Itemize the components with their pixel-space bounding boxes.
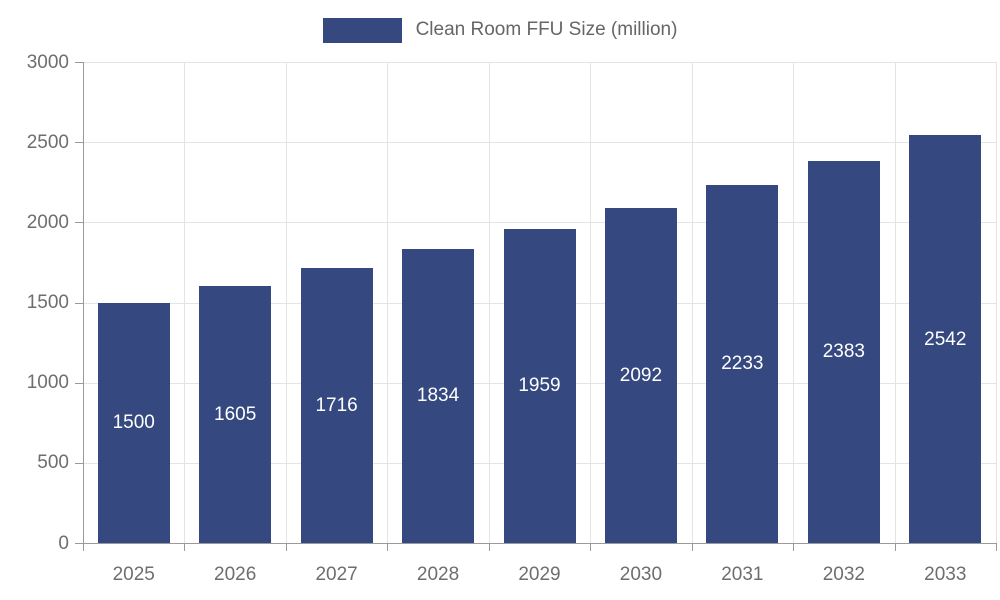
bar[interactable]: 2542	[909, 135, 982, 543]
y-axis-tick	[75, 382, 83, 384]
x-axis-label: 2033	[924, 564, 967, 585]
bar[interactable]: 2383	[807, 160, 880, 543]
y-axis-label: 500	[37, 452, 69, 474]
x-axis-line	[83, 543, 996, 544]
x-axis-tick	[691, 543, 693, 551]
bar[interactable]: 1500	[97, 302, 170, 543]
x-axis-tick	[285, 543, 287, 551]
y-axis-tick	[75, 142, 83, 144]
x-gridline	[387, 62, 389, 543]
y-axis-tick	[75, 62, 83, 63]
y-axis-label: 1500	[26, 292, 69, 313]
y-gridline	[83, 62, 996, 63]
x-axis-tick	[83, 543, 84, 551]
bar-value-label: 1605	[214, 403, 257, 425]
legend-swatch	[322, 17, 402, 43]
bar-value-label: 2092	[619, 364, 663, 386]
x-axis-label: 2032	[822, 564, 865, 585]
x-axis-tick	[590, 543, 592, 551]
y-axis-tick	[75, 222, 83, 224]
x-axis-tick	[184, 543, 186, 551]
y-axis-tick	[75, 302, 83, 304]
x-axis-label: 2026	[214, 564, 257, 585]
x-axis-label: 2028	[416, 564, 460, 585]
bar-value-label: 2233	[721, 353, 764, 375]
x-axis-tick	[387, 543, 389, 551]
y-axis-tick	[75, 543, 83, 544]
x-axis-label: 2029	[518, 564, 561, 585]
bar-value-label: 1834	[416, 385, 460, 407]
x-gridline	[285, 62, 287, 543]
y-axis-label: 2000	[26, 211, 69, 233]
bar[interactable]: 2233	[706, 184, 779, 543]
bar-value-label: 2542	[924, 328, 967, 350]
y-axis-label: 3000	[26, 51, 69, 73]
x-axis-tick	[488, 543, 490, 551]
y-axis-line	[83, 62, 84, 543]
legend-label: Clean Room FFU Size (million)	[415, 19, 678, 40]
x-axis-tick	[793, 543, 795, 551]
x-axis-label: 2027	[315, 564, 358, 585]
x-axis-tick	[894, 543, 896, 551]
x-axis-tick	[996, 543, 997, 551]
x-gridline	[590, 62, 592, 543]
bar[interactable]: 1605	[199, 285, 272, 543]
x-gridline	[894, 62, 896, 543]
x-gridline	[488, 62, 490, 543]
bar-value-label: 2383	[822, 341, 865, 363]
x-gridline	[793, 62, 795, 543]
bar-value-label: 1716	[315, 394, 358, 416]
bar-value-label: 1500	[112, 412, 155, 434]
bar[interactable]: 1834	[402, 248, 475, 543]
y-axis-tick	[75, 462, 83, 464]
bar-value-label: 1959	[518, 375, 561, 397]
x-gridline	[996, 62, 997, 543]
x-axis-label: 2025	[112, 564, 155, 585]
y-gridline	[83, 142, 996, 144]
x-gridline	[691, 62, 693, 543]
x-gridline	[184, 62, 186, 543]
legend[interactable]: Clean Room FFU Size (million)	[0, 14, 1000, 46]
bar[interactable]: 2092	[604, 207, 677, 543]
bar[interactable]: 1959	[503, 228, 576, 543]
y-gridline	[83, 222, 996, 224]
bar[interactable]: 1716	[300, 267, 373, 543]
x-axis-label: 2030	[619, 564, 663, 585]
x-axis-label: 2031	[721, 564, 764, 585]
y-axis-label: 0	[58, 532, 69, 554]
y-axis-label: 2500	[26, 131, 69, 153]
y-axis-label: 1000	[26, 372, 69, 394]
